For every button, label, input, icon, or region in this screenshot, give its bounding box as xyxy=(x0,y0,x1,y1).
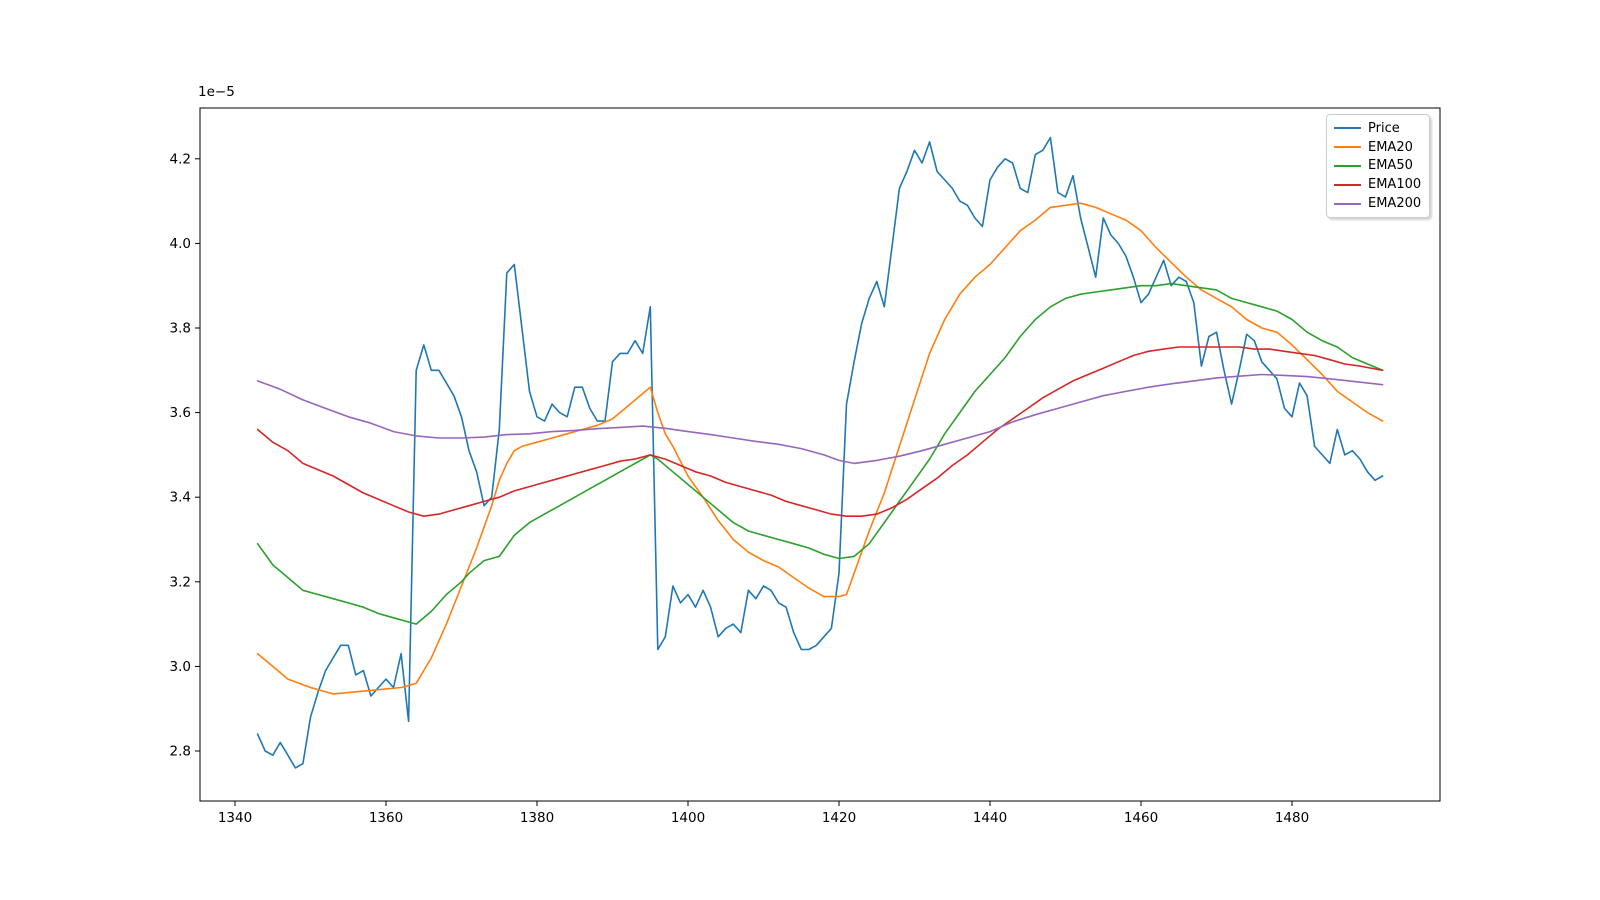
y-tick-label: 3.0 xyxy=(170,659,191,675)
legend-label: EMA100 xyxy=(1368,177,1422,193)
legend-line-swatch xyxy=(1334,164,1361,167)
x-tick-label: 1460 xyxy=(1124,810,1158,826)
price-line xyxy=(256,136,1384,769)
x-tick-label: 1360 xyxy=(369,810,403,826)
legend-line-swatch xyxy=(1334,146,1361,149)
legend-entry-price: Price xyxy=(1334,122,1425,135)
x-tick-label: 1480 xyxy=(1275,810,1309,826)
x-tick-label: 1440 xyxy=(973,810,1007,826)
legend-label: EMA200 xyxy=(1368,196,1422,212)
legend-entry-ema200: EMA200 xyxy=(1334,197,1425,210)
plot-border xyxy=(199,107,1441,802)
legend-entry-ema100: EMA100 xyxy=(1334,178,1425,191)
y-tick-label: 3.2 xyxy=(170,574,191,590)
y-tick-label: 3.4 xyxy=(170,490,191,506)
y-tick-label: 3.8 xyxy=(170,321,191,337)
legend-entry-ema50: EMA50 xyxy=(1334,159,1425,172)
x-tick-label: 1340 xyxy=(218,810,252,826)
y-tick-label: 3.6 xyxy=(170,405,191,421)
axes-frame xyxy=(199,107,1441,802)
legend-line-swatch xyxy=(1334,127,1361,130)
ema100-line xyxy=(256,346,1384,518)
y-axis-offset-label: 1e−5 xyxy=(198,84,235,100)
legend-line-swatch xyxy=(1334,202,1361,205)
y-tick-label: 2.8 xyxy=(170,744,191,760)
legend-label: EMA50 xyxy=(1368,158,1413,174)
x-tick-label: 1380 xyxy=(520,810,554,826)
legend-line-swatch xyxy=(1334,183,1361,186)
ema50-line xyxy=(256,282,1384,625)
ema20-line xyxy=(256,202,1384,695)
legend-entry-ema20: EMA20 xyxy=(1334,141,1425,154)
y-tick-label: 4.0 xyxy=(170,236,191,252)
data-series xyxy=(256,136,1384,769)
x-tick-label: 1400 xyxy=(671,810,705,826)
legend: Price EMA20 EMA50 EMA100 EMA200 xyxy=(1326,114,1430,218)
x-tick-label: 1420 xyxy=(822,810,856,826)
legend-label: Price xyxy=(1368,120,1400,136)
ema200-line xyxy=(256,373,1384,465)
legend-label: EMA20 xyxy=(1368,139,1413,155)
y-tick-label: 4.2 xyxy=(170,151,191,167)
axis-ticks: 1340 1360 1380 1400 1420 1440 1460 1480 2.8 3.0 3.… xyxy=(170,151,1310,826)
